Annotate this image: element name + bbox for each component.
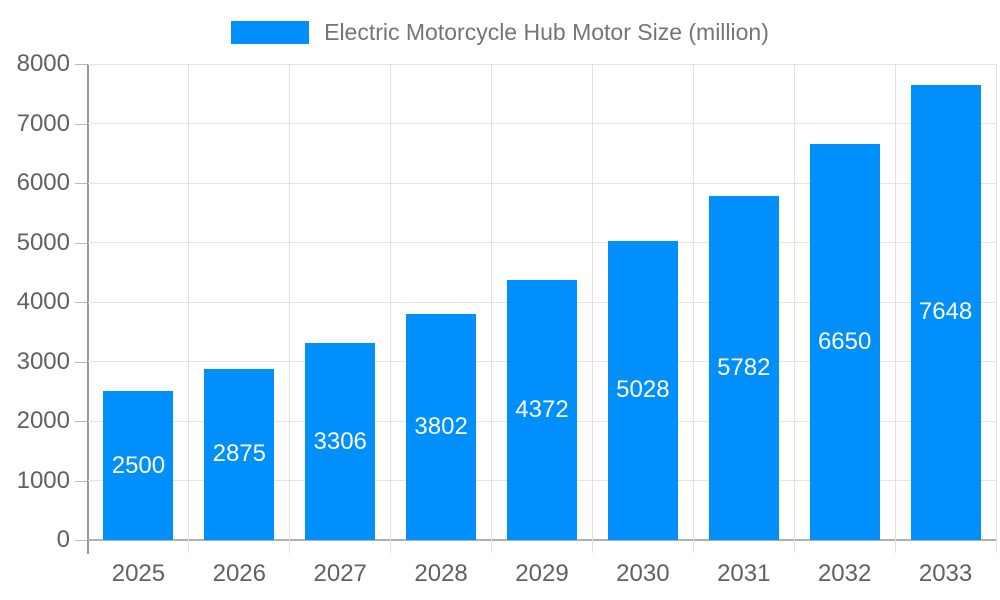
x-axis-label: 2028 (414, 560, 468, 587)
y-axis-line (87, 64, 89, 554)
y-tick (75, 540, 87, 541)
y-grid-line (88, 63, 996, 65)
bar[interactable]: 7648 (910, 84, 981, 540)
x-grid-line (390, 64, 392, 553)
y-tick (75, 421, 87, 422)
y-axis-label: 8000 (16, 50, 70, 77)
x-axis-label: 2032 (817, 560, 872, 587)
bar-value-label: 2500 (111, 451, 166, 479)
bar[interactable]: 5028 (607, 240, 678, 540)
y-tick (75, 64, 87, 65)
y-tick (75, 242, 87, 244)
y-grid-line (88, 182, 996, 184)
y-tick (75, 183, 87, 184)
legend-swatch (231, 20, 310, 44)
x-grid-line (692, 64, 694, 553)
bar[interactable]: 2875 (204, 368, 275, 540)
bar-value-label: 3802 (414, 412, 468, 440)
y-tick (75, 480, 87, 482)
plot-area: 2500 2875 3306 3802 4372 5028 5782 6650 7648 (87, 63, 997, 554)
y-axis-label: 6000 (16, 169, 70, 196)
bar[interactable]: 5782 (708, 195, 779, 540)
bar[interactable]: 6650 (809, 144, 880, 540)
bar[interactable]: 4372 (507, 279, 577, 540)
x-grid-line (793, 64, 795, 553)
x-grid-line (591, 64, 593, 553)
bar-value-label: 7648 (918, 298, 973, 326)
y-axis-label: 1000 (16, 466, 70, 494)
bar[interactable]: 3306 (305, 343, 376, 540)
bar-value-label: 6650 (817, 328, 872, 356)
bar-value-label: 3306 (313, 427, 367, 455)
legend[interactable]: Electric Motorcycle Hub Motor Size (mill… (0, 18, 1000, 46)
x-axis-line (88, 539, 996, 541)
bar[interactable]: 3802 (406, 313, 477, 540)
y-axis-label: 4000 (16, 288, 70, 315)
y-grid-line (88, 123, 996, 124)
x-grid-line (894, 64, 896, 553)
y-axis-label: 7000 (16, 109, 70, 137)
y-tick (75, 302, 87, 303)
x-axis-label: 2030 (616, 560, 670, 587)
y-tick (75, 361, 87, 363)
x-grid-line (188, 64, 190, 553)
y-axis-label: 2000 (16, 407, 70, 434)
y-axis-label: 5000 (16, 228, 70, 256)
bar-value-label: 5028 (616, 376, 670, 404)
x-grid-line (491, 64, 493, 553)
bar-value-label: 5782 (717, 353, 771, 381)
y-tick (75, 123, 87, 125)
y-grid-line (88, 242, 996, 243)
x-axis-label: 2031 (717, 560, 771, 587)
x-axis-label: 2027 (313, 560, 367, 587)
y-axis-label: 3000 (16, 347, 70, 375)
bar[interactable]: 2500 (103, 391, 174, 540)
x-axis-label: 2033 (918, 560, 973, 587)
bar-value-label: 4372 (515, 395, 569, 423)
y-axis-label: 0 (56, 526, 70, 553)
x-grid-line (289, 64, 291, 553)
x-axis-label: 2025 (111, 560, 166, 587)
bar-value-label: 2875 (212, 440, 267, 468)
legend-label: Electric Motorcycle Hub Motor Size (mill… (324, 19, 769, 45)
x-grid-line (995, 64, 997, 553)
x-axis-label: 2029 (515, 560, 569, 587)
x-axis-label: 2026 (212, 560, 266, 587)
